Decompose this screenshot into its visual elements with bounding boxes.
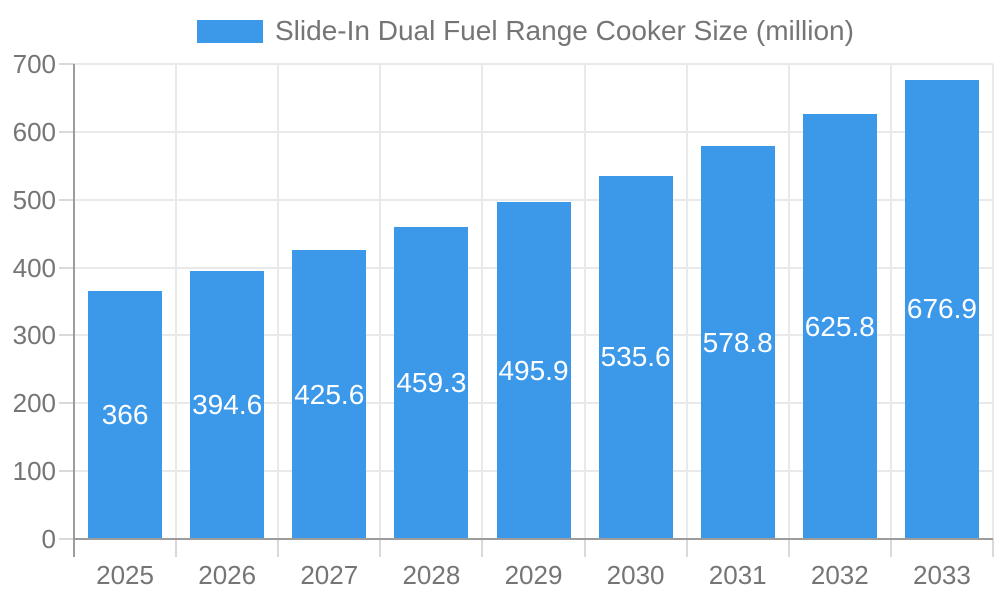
- x-axis-tick: [277, 539, 280, 557]
- bar-value-label: 578.8: [702, 326, 773, 358]
- vertical-gridline: [992, 64, 994, 539]
- bar[interactable]: 495.9: [496, 202, 571, 539]
- bar-value-label: 459.3: [396, 367, 467, 399]
- horizontal-gridline: [74, 198, 993, 201]
- bar[interactable]: 394.6: [190, 271, 265, 539]
- y-axis-label: 700: [12, 49, 56, 79]
- x-axis-label: 2028: [402, 560, 461, 590]
- x-axis-label: 2029: [504, 560, 563, 590]
- x-axis-tick: [379, 539, 382, 557]
- x-axis-tick: [175, 539, 178, 557]
- x-axis-tick: [685, 539, 688, 557]
- y-axis-label: 300: [12, 320, 56, 351]
- y-axis-tick: [59, 198, 74, 201]
- legend-label: Slide-In Dual Fuel Range Cooker Size (mi…: [275, 15, 854, 46]
- y-axis-label: 500: [12, 184, 56, 215]
- vertical-gridline: [685, 64, 688, 539]
- vertical-gridline: [379, 64, 382, 539]
- legend-swatch: [197, 19, 263, 43]
- y-axis-tick: [59, 470, 74, 473]
- bar[interactable]: 625.8: [802, 114, 877, 539]
- y-axis-label: 200: [12, 388, 56, 419]
- bar-value-label: 625.8: [804, 310, 875, 342]
- x-axis-label: 2032: [810, 560, 869, 590]
- bar-value-label: 394.6: [192, 389, 263, 421]
- y-axis-tick: [59, 334, 74, 337]
- bar-value-label: 425.6: [294, 378, 365, 410]
- vertical-gridline: [277, 64, 280, 539]
- legend[interactable]: Slide-In Dual Fuel Range Cooker Size (mi…: [197, 16, 854, 46]
- x-axis-label: 2025: [96, 560, 154, 590]
- x-axis-label: 2031: [708, 560, 767, 590]
- y-axis-line: [73, 64, 75, 557]
- x-axis-label: 2033: [913, 560, 971, 590]
- y-axis-label: 600: [12, 116, 56, 147]
- bar[interactable]: 425.6: [292, 250, 367, 539]
- x-axis-tick: [583, 539, 586, 557]
- y-axis-tick: [59, 402, 74, 405]
- bar[interactable]: 535.6: [598, 175, 673, 539]
- vertical-gridline: [787, 64, 790, 539]
- bar[interactable]: 366: [88, 290, 163, 539]
- bar[interactable]: 676.9: [904, 79, 979, 539]
- x-axis-tick: [992, 539, 994, 557]
- vertical-gridline: [481, 64, 484, 539]
- vertical-gridline: [889, 64, 892, 539]
- y-axis-label: 100: [12, 456, 56, 487]
- y-axis-tick: [59, 266, 74, 269]
- vertical-gridline: [175, 64, 178, 539]
- bar[interactable]: 578.8: [700, 146, 775, 539]
- horizontal-gridline: [74, 63, 993, 65]
- bar-value-label: 676.9: [906, 293, 977, 325]
- vertical-gridline: [583, 64, 586, 539]
- bar[interactable]: 459.3: [394, 227, 469, 539]
- x-axis-tick: [889, 539, 892, 557]
- bar-value-label: 495.9: [498, 354, 569, 386]
- bar-value-label: 366: [101, 398, 149, 430]
- x-axis-tick: [481, 539, 484, 557]
- y-axis-label: 0: [41, 524, 56, 554]
- x-axis-label: 2026: [198, 560, 257, 590]
- y-axis-tick: [59, 63, 74, 65]
- x-axis-label: 2027: [300, 560, 359, 590]
- y-axis-tick: [59, 538, 74, 540]
- x-axis-tick: [787, 539, 790, 557]
- y-axis-label: 400: [12, 252, 56, 283]
- x-axis-label: 2030: [606, 560, 665, 590]
- bar-value-label: 535.6: [600, 341, 671, 373]
- x-axis-line: [74, 538, 993, 540]
- horizontal-gridline: [74, 130, 993, 133]
- y-axis-tick: [59, 130, 74, 133]
